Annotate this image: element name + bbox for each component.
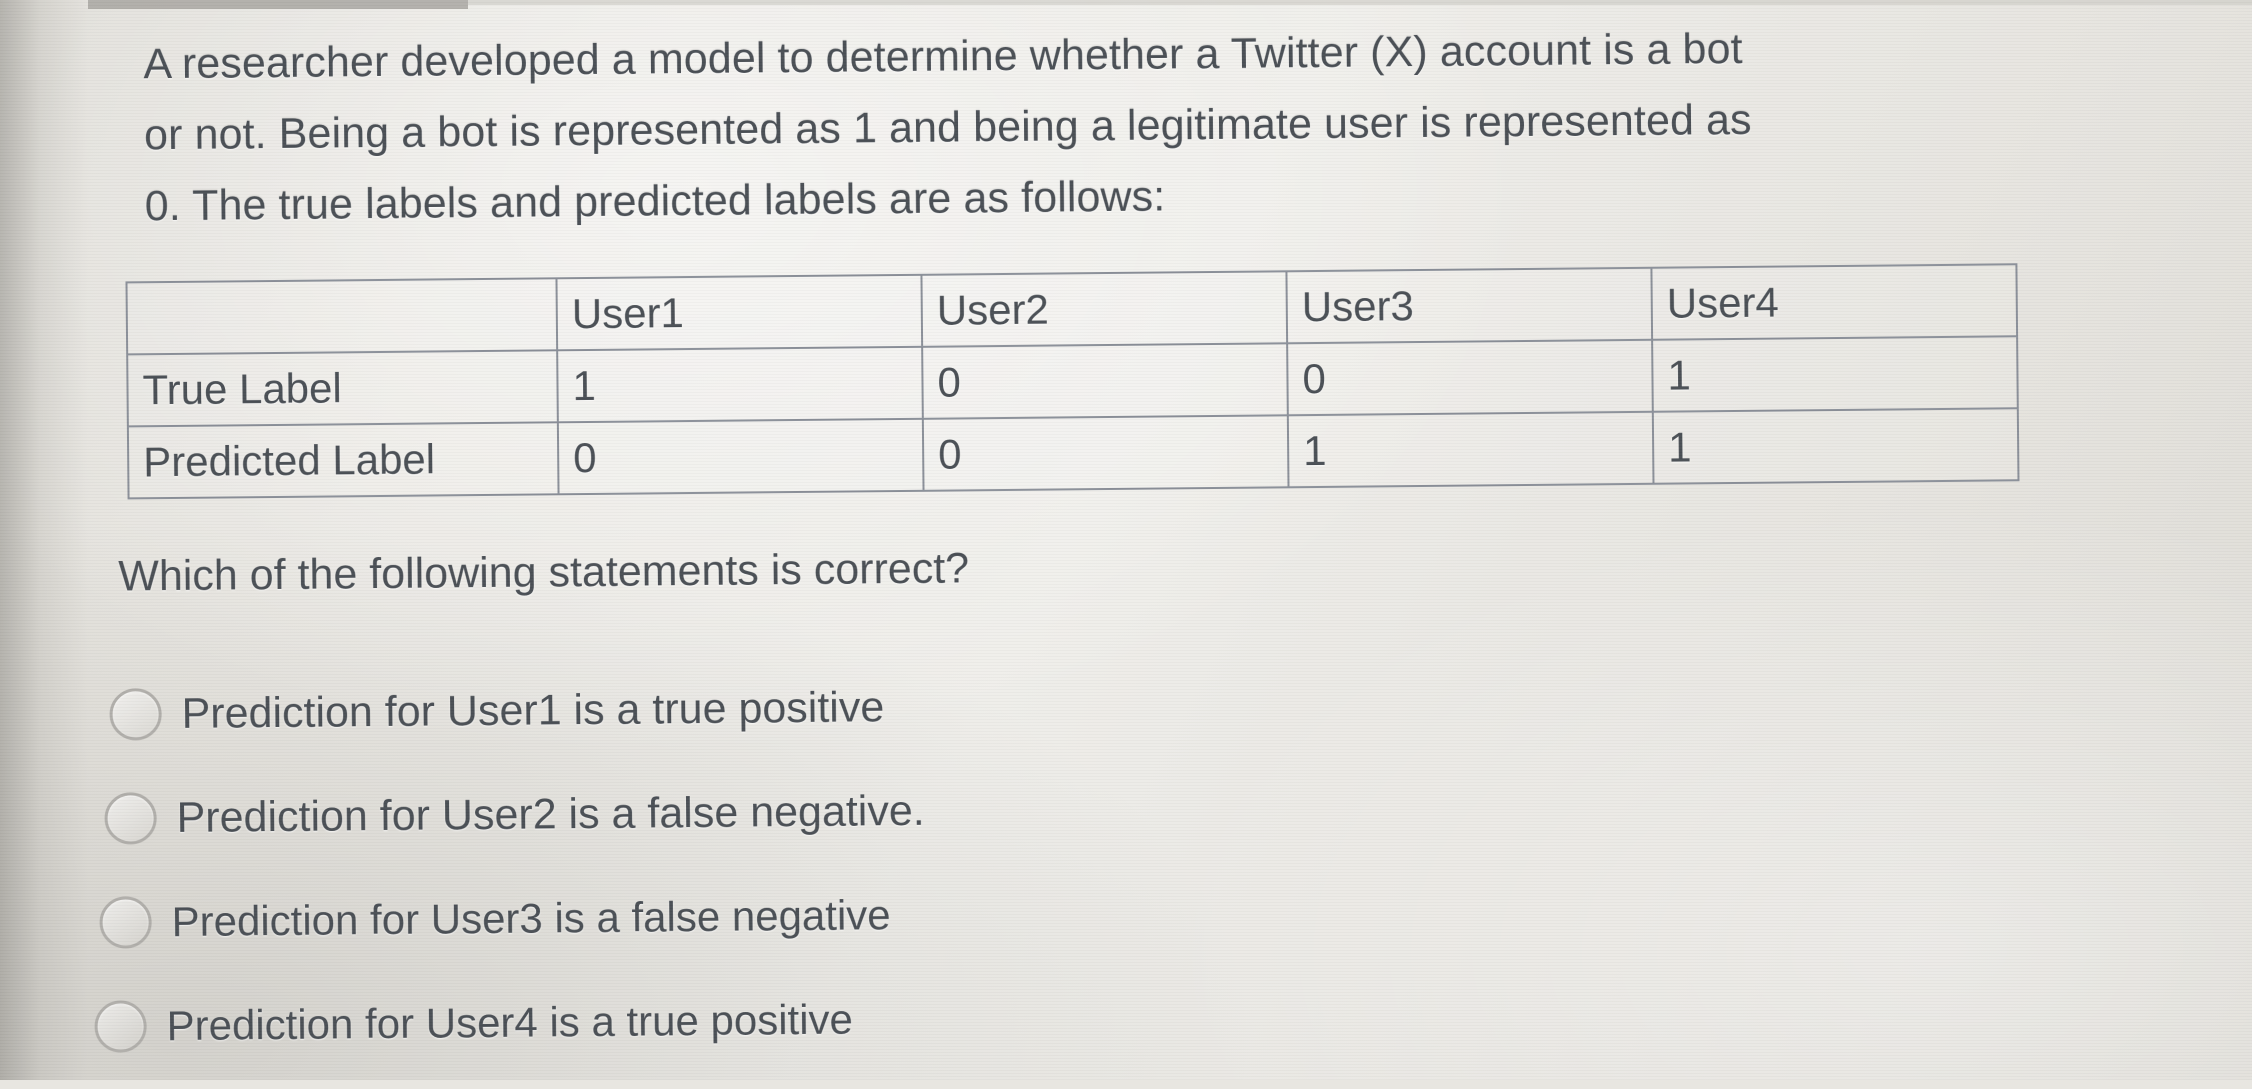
radio-button-icon[interactable] <box>104 792 157 845</box>
question-prompt: Which of the following statements is cor… <box>118 544 970 601</box>
answer-option-label: Prediction for User3 is a false negative <box>171 891 891 946</box>
table-header-user4: User4 <box>1651 264 2018 340</box>
table-header-user2: User2 <box>921 271 1288 347</box>
radio-button-icon[interactable] <box>94 1000 147 1053</box>
predicted-label-user3: 1 <box>1287 411 1654 488</box>
radio-button-icon[interactable] <box>99 896 152 949</box>
true-label-user3: 0 <box>1287 339 1653 416</box>
photo-top-strip-secondary <box>468 0 2252 5</box>
labels-table: User1 User2 User3 User4 True Label 1 0 0… <box>125 263 2019 499</box>
radio-button-icon[interactable] <box>109 688 162 741</box>
table-header-user3: User3 <box>1286 267 1653 344</box>
photo-top-strip <box>88 0 468 9</box>
predicted-label-user2: 0 <box>922 415 1289 491</box>
answer-option-3[interactable]: Prediction for User3 is a false negative <box>99 854 1804 974</box>
true-label-user1: 1 <box>557 346 923 423</box>
answer-option-1[interactable]: Prediction for User1 is a true positive <box>109 646 1802 766</box>
answer-option-label: Prediction for User4 is a true positive <box>166 995 854 1050</box>
answer-option-label: Prediction for User2 is a false negative… <box>176 786 925 842</box>
row-label-predicted: Predicted Label <box>127 422 559 499</box>
true-label-user4: 1 <box>1652 336 2018 412</box>
row-label-true: True Label <box>127 350 558 427</box>
true-label-user2: 0 <box>922 343 1288 419</box>
labels-table-container: User1 User2 User3 User4 True Label 1 0 0… <box>125 263 2019 499</box>
answer-options-list: Prediction for User1 is a true positive … <box>94 646 1805 1078</box>
predicted-label-user4: 1 <box>1652 408 2019 484</box>
answer-option-label: Prediction for User1 is a true positive <box>181 682 885 738</box>
predicted-label-user1: 0 <box>557 418 924 495</box>
table-corner-cell <box>126 278 558 355</box>
answer-option-2[interactable]: Prediction for User2 is a false negative… <box>104 750 1803 870</box>
answer-option-4[interactable]: Prediction for User4 is a true positive <box>94 958 1805 1078</box>
table-header-user1: User1 <box>556 274 923 351</box>
